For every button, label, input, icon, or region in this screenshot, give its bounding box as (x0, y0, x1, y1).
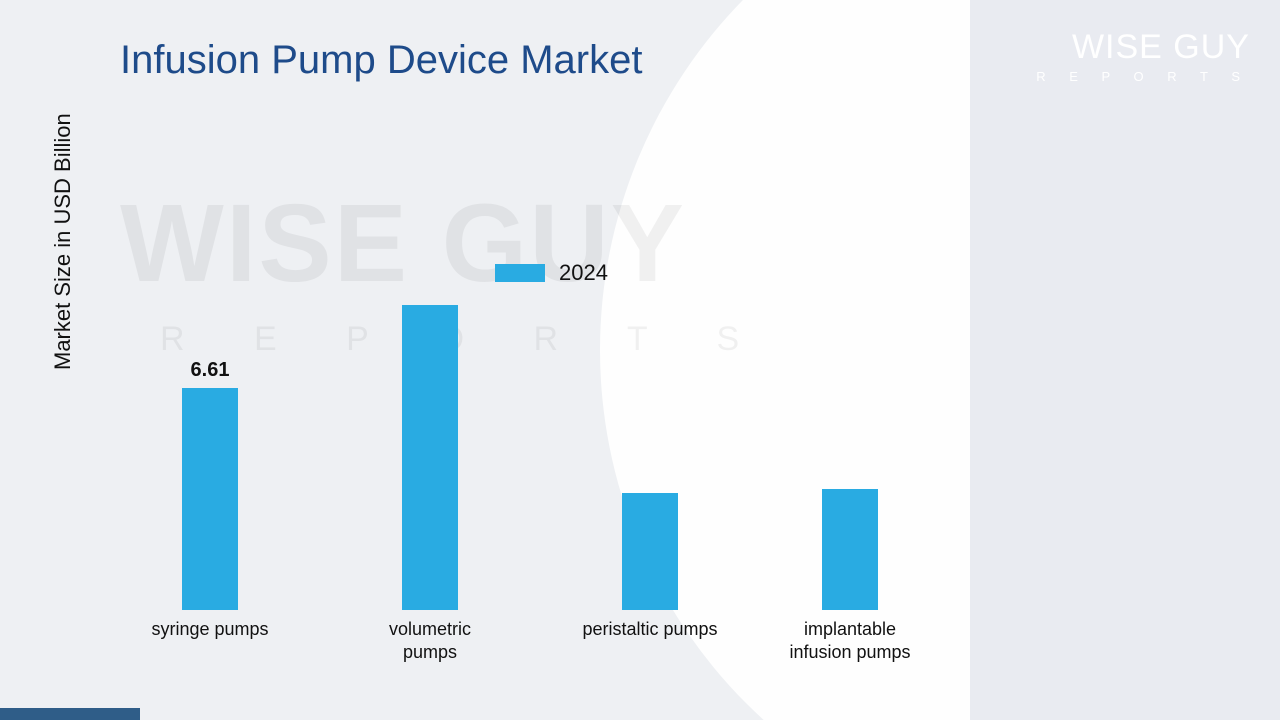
bar (402, 305, 458, 611)
plot-area: 6.61 (110, 140, 940, 610)
bar (182, 388, 238, 610)
category-label: peristaltic pumps (580, 618, 720, 641)
brand-logo: WISE GUY R E P O R T S (1036, 28, 1250, 84)
chart-card: WISE GUY R E P O R T S WISE GUY R E P O … (0, 0, 1280, 720)
category-label: volumetric pumps (360, 618, 500, 663)
bar (822, 489, 878, 610)
category-label: syringe pumps (140, 618, 280, 641)
brand-logo-main: WISE GUY (1036, 28, 1250, 67)
brand-logo-sub: R E P O R T S (1036, 69, 1250, 84)
bar (622, 493, 678, 611)
category-label: implantable infusion pumps (780, 618, 920, 663)
chart-title: Infusion Pump Device Market (120, 38, 642, 83)
bottom-accent-bar (0, 708, 140, 720)
y-axis-label: Market Size in USD Billion (50, 113, 76, 370)
bar-value-label: 6.61 (170, 359, 250, 382)
